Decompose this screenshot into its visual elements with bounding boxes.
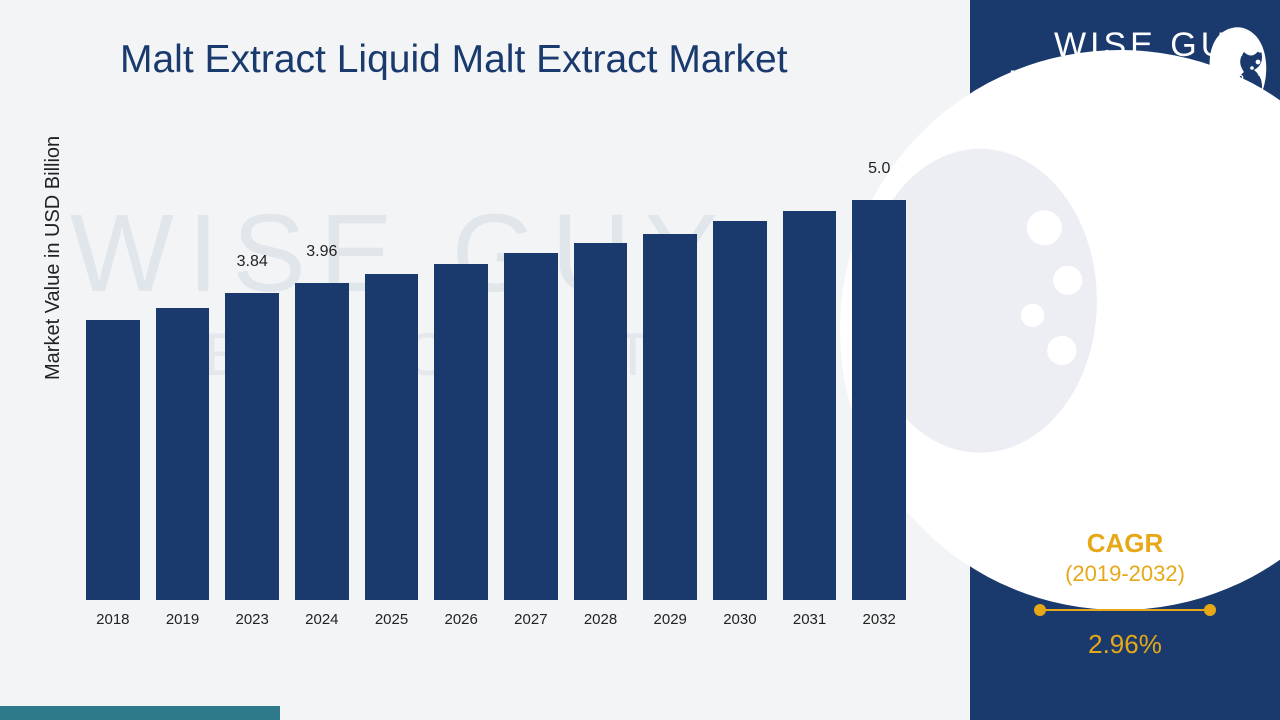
bar-value-label: 3.84 — [237, 253, 268, 271]
x-tick-label: 2023 — [225, 611, 279, 628]
bar-column — [86, 320, 140, 600]
y-axis-label: Market Value in USD Billion — [42, 136, 65, 380]
x-tick-label: 2032 — [852, 611, 906, 628]
x-tick-label: 2027 — [504, 611, 558, 628]
x-tick-label: 2029 — [643, 611, 697, 628]
x-tick-label: 2026 — [434, 611, 488, 628]
bar-value-label: 3.96 — [306, 243, 337, 261]
bar-column: 3.96 — [295, 283, 349, 600]
bar-column — [156, 308, 210, 600]
x-tick-label: 2031 — [783, 611, 837, 628]
bar-column — [365, 274, 419, 600]
bar — [86, 320, 140, 600]
bar — [225, 293, 279, 600]
bar — [365, 274, 419, 600]
bar-chart: 3.843.965.0 2018201920232024202520262027… — [86, 180, 906, 600]
bar-column: 3.84 — [225, 293, 279, 600]
bar-column — [643, 234, 697, 600]
bar-column — [783, 211, 837, 600]
cagr-divider — [1040, 609, 1210, 611]
bar — [504, 253, 558, 600]
cagr-range: (2019-2032) — [1030, 561, 1220, 587]
chart-canvas: WISE GUY R E P O R T S WISE GUY R E P O … — [0, 0, 1280, 720]
bar — [713, 221, 767, 600]
cagr-title: CAGR — [1030, 528, 1220, 559]
bar — [783, 211, 837, 600]
x-tick-label: 2019 — [156, 611, 210, 628]
bar-column — [574, 243, 628, 600]
bar-value-label: 5.0 — [868, 160, 890, 178]
x-tick-label: 2024 — [295, 611, 349, 628]
bar — [295, 283, 349, 600]
bar — [574, 243, 628, 600]
bar — [156, 308, 210, 600]
cagr-value: 2.96% — [1030, 629, 1220, 660]
x-tick-label: 2025 — [365, 611, 419, 628]
x-tick-label: 2028 — [574, 611, 628, 628]
bar-column — [713, 221, 767, 600]
x-tick-label: 2030 — [713, 611, 767, 628]
bar-column: 5.0 — [852, 200, 906, 600]
bar — [643, 234, 697, 600]
chart-title: Malt Extract Liquid Malt Extract Market — [120, 38, 788, 83]
bar-column — [504, 253, 558, 600]
logo-head-icon — [1204, 22, 1268, 112]
bar — [434, 264, 488, 600]
x-axis: 2018 2019 2023 2024 2025 2026 2027 2028 2029 2030… — [86, 611, 906, 628]
bars-container: 3.84 3.96 5.0 — [86, 200, 906, 600]
bar — [852, 200, 906, 600]
bar-column — [434, 264, 488, 600]
bottom-accent-bar — [0, 706, 280, 720]
cagr-block: CAGR (2019-2032) 2.96% — [1030, 528, 1220, 660]
x-tick-label: 2018 — [86, 611, 140, 628]
